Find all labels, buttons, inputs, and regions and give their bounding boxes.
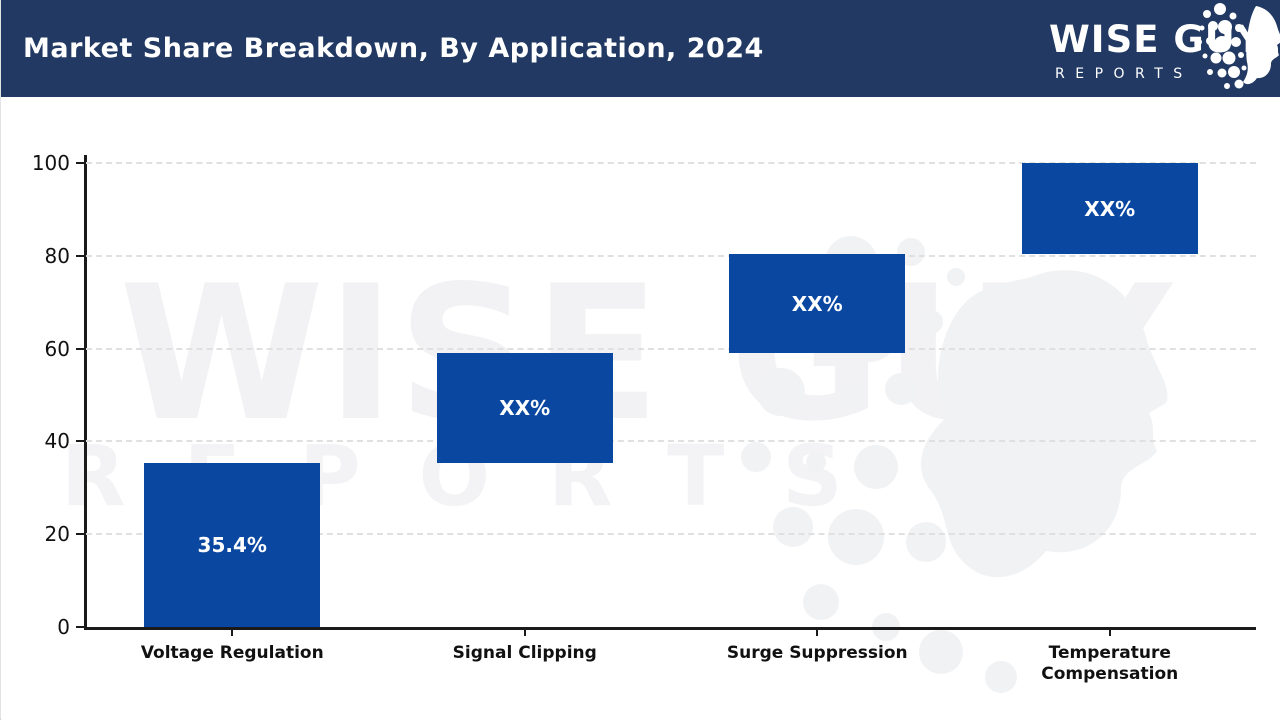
y-tick-mark (76, 254, 86, 257)
header-banner: Market Share Breakdown, By Application, … (1, 0, 1280, 97)
bar-temperature-compensation: XX% (1021, 163, 1198, 255)
x-axis-label: Surge Suppression (726, 643, 908, 663)
gridline (86, 533, 1256, 536)
x-axis-label: Signal Clipping (452, 643, 597, 663)
bar-value-label: XX% (1084, 196, 1136, 221)
logo-subtext: REPORTS (1055, 66, 1193, 82)
gridline (86, 347, 1256, 350)
gridline (86, 162, 1256, 165)
y-tick-label: 80 (44, 243, 70, 268)
wiseguy-logo-graphic: WISE GUY REPORTS (1049, 3, 1280, 89)
y-tick-mark (76, 162, 86, 165)
gridline (86, 440, 1256, 443)
logo-dot-cluster (1196, 3, 1247, 89)
y-axis-line (84, 155, 87, 629)
page-title: Market Share Breakdown, By Application, … (23, 33, 764, 64)
y-tick-label: 100 (31, 151, 70, 175)
bar-surge-suppression: XX% (729, 254, 906, 354)
watermark-face-icon (741, 236, 1168, 693)
chart-region: WISE GUY REPORTS 0 20 40 60 80 100 35.4% XX% XX… (1, 97, 1280, 720)
y-tick-label: 0 (57, 615, 70, 639)
x-tick-mark (1108, 627, 1111, 636)
x-axis-label: Temperature Compensation (1041, 643, 1179, 685)
logo-face-icon (1243, 6, 1280, 85)
gridline (86, 254, 1256, 257)
x-tick-mark (816, 627, 819, 636)
y-tick-label: 60 (44, 336, 70, 361)
y-tick-label: 40 (44, 429, 70, 454)
bar-value-label: XX% (499, 395, 551, 420)
bar-value-label: XX% (791, 291, 843, 316)
bar-value-label: 35.4% (197, 532, 267, 557)
x-axis-line (84, 627, 1256, 630)
x-axis-label: Voltage Regulation (140, 643, 324, 663)
y-tick-mark (76, 626, 86, 628)
x-tick-mark (523, 627, 526, 636)
bar-signal-clipping: XX% (436, 353, 613, 463)
y-tick-mark (76, 440, 86, 443)
y-tick-mark (76, 347, 86, 350)
bar-voltage-regulation: 35.4% (144, 462, 321, 627)
plot-area: 0 20 40 60 80 100 35.4% XX% XX% XX% Voltage Regu… (32, 151, 1256, 684)
wiseguy-logo: WISE GUY REPORTS (1011, 0, 1280, 97)
x-tick-mark (231, 627, 234, 636)
y-tick-mark (76, 533, 86, 536)
y-tick-label: 20 (44, 522, 70, 547)
